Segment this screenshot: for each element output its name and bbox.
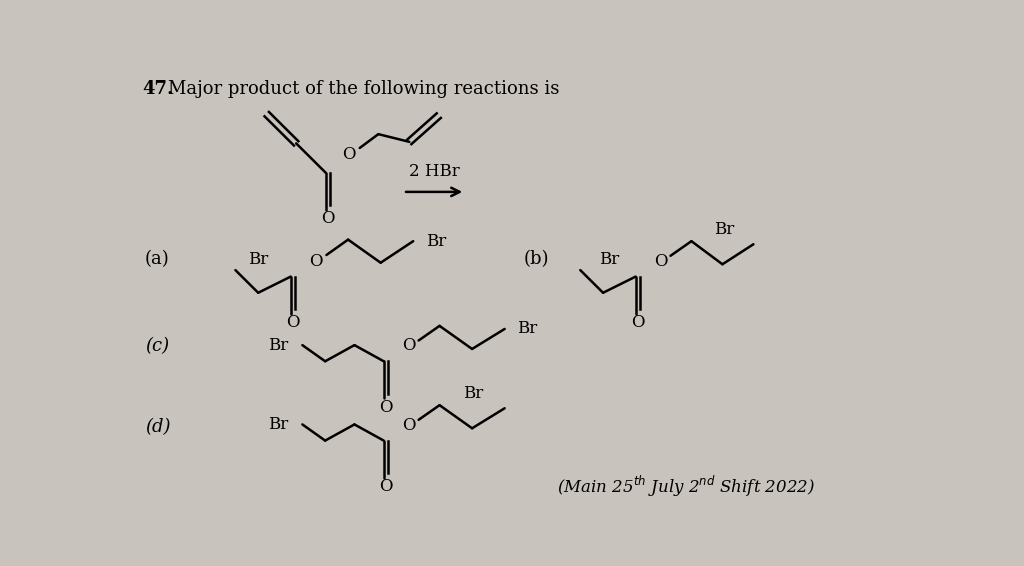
Text: Major product of the following reactions is: Major product of the following reactions… bbox=[168, 80, 560, 98]
Text: (a): (a) bbox=[145, 250, 170, 268]
Text: Br: Br bbox=[268, 416, 289, 433]
Text: (b): (b) bbox=[523, 250, 549, 268]
Text: Br: Br bbox=[517, 320, 538, 337]
Text: O: O bbox=[401, 417, 416, 434]
Text: 47.: 47. bbox=[142, 80, 173, 98]
Text: O: O bbox=[379, 399, 393, 416]
Text: Br: Br bbox=[426, 233, 445, 250]
Text: (c): (c) bbox=[145, 337, 169, 355]
Text: O: O bbox=[631, 314, 645, 331]
Text: O: O bbox=[379, 478, 393, 495]
Text: O: O bbox=[287, 314, 300, 331]
Text: (Main 25$^{th}$ July 2$^{nd}$ Shift 2022): (Main 25$^{th}$ July 2$^{nd}$ Shift 2022… bbox=[557, 474, 815, 499]
Text: O: O bbox=[322, 211, 335, 228]
Text: O: O bbox=[653, 252, 668, 269]
Text: O: O bbox=[309, 252, 323, 269]
Text: 2 HBr: 2 HBr bbox=[409, 162, 460, 179]
Text: Br: Br bbox=[464, 385, 483, 402]
Text: O: O bbox=[401, 337, 416, 354]
Text: Br: Br bbox=[268, 337, 289, 354]
Text: (d): (d) bbox=[145, 418, 171, 436]
Text: Br: Br bbox=[599, 251, 620, 268]
Text: Br: Br bbox=[248, 251, 268, 268]
Text: Br: Br bbox=[714, 221, 734, 238]
Text: O: O bbox=[342, 145, 355, 162]
